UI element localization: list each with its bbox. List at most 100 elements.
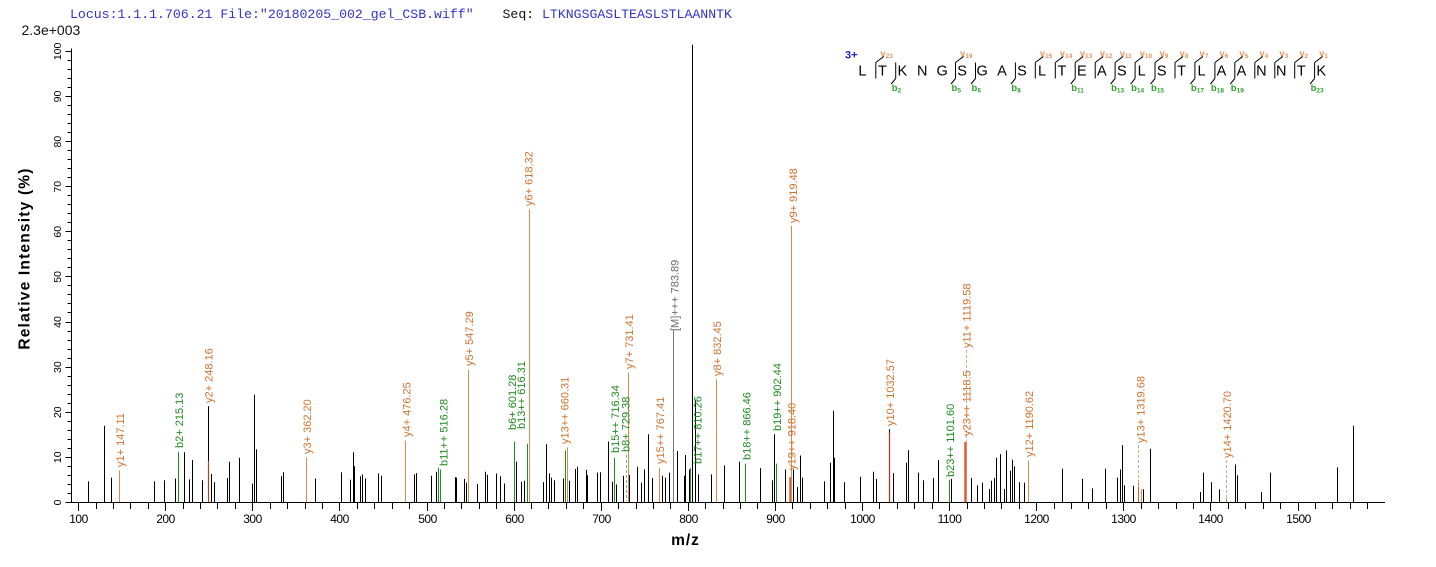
svg-text:N: N bbox=[917, 64, 927, 80]
svg-text:1000: 1000 bbox=[850, 512, 876, 526]
svg-text:1400: 1400 bbox=[1198, 512, 1224, 526]
svg-text:800: 800 bbox=[679, 512, 698, 526]
svg-text:A: A bbox=[997, 64, 1007, 80]
svg-text:N: N bbox=[1276, 64, 1286, 80]
svg-text:100: 100 bbox=[69, 512, 88, 526]
svg-text:y3: y3 bbox=[1279, 49, 1288, 61]
svg-text:y11: y11 bbox=[1120, 49, 1133, 61]
svg-text:y4+ 476.25: y4+ 476.25 bbox=[401, 382, 413, 437]
svg-text:S: S bbox=[1157, 64, 1167, 80]
svg-text:b8: b8 bbox=[1011, 83, 1021, 95]
svg-text:600: 600 bbox=[505, 512, 524, 526]
svg-text:b17++ 810.26: b17++ 810.26 bbox=[692, 396, 704, 464]
svg-text:A: A bbox=[1237, 64, 1247, 80]
svg-text:900: 900 bbox=[766, 512, 785, 526]
svg-text:L: L bbox=[858, 64, 866, 80]
svg-text:y13+ 1319.68: y13+ 1319.68 bbox=[1136, 376, 1148, 443]
svg-text:y14+ 1420.70: y14+ 1420.70 bbox=[1222, 391, 1234, 458]
svg-text:0: 0 bbox=[52, 499, 64, 505]
svg-text:b6+ 601.28: b6+ 601.28 bbox=[507, 375, 519, 430]
svg-text:y9: y9 bbox=[1160, 49, 1169, 61]
svg-text:b14: b14 bbox=[1131, 83, 1144, 95]
svg-text:Locus:1.1.1.706.21 File:"20180: Locus:1.1.1.706.21 File:"20180205_002_ge… bbox=[70, 7, 474, 22]
svg-text:1300: 1300 bbox=[1111, 512, 1137, 526]
svg-text:y7: y7 bbox=[1199, 49, 1208, 61]
svg-text:y11+ 1119.58: y11+ 1119.58 bbox=[961, 283, 973, 348]
svg-text:y4: y4 bbox=[1259, 49, 1268, 61]
svg-text:b23++ 1101.60: b23++ 1101.60 bbox=[945, 404, 957, 477]
svg-text:80: 80 bbox=[52, 136, 64, 148]
svg-text:b19++ 902.44: b19++ 902.44 bbox=[772, 363, 784, 431]
svg-text:200: 200 bbox=[156, 512, 175, 526]
svg-text:b2+ 215.13: b2+ 215.13 bbox=[174, 393, 186, 448]
svg-text:10: 10 bbox=[52, 451, 64, 463]
svg-text:y15: y15 bbox=[1040, 49, 1053, 61]
svg-text:b19: b19 bbox=[1231, 83, 1244, 95]
svg-text:y15++ 767.41: y15++ 767.41 bbox=[655, 397, 667, 464]
svg-text:y12: y12 bbox=[1100, 49, 1113, 61]
svg-text:L: L bbox=[1138, 64, 1146, 80]
svg-text:b18++ 866.46: b18++ 866.46 bbox=[742, 392, 754, 460]
svg-text:b5: b5 bbox=[952, 83, 962, 95]
svg-text:y5: y5 bbox=[1239, 49, 1248, 61]
svg-text:T: T bbox=[1057, 64, 1066, 80]
svg-text:y6: y6 bbox=[1219, 49, 1228, 61]
svg-text:y2+ 248.16: y2+ 248.16 bbox=[204, 348, 216, 403]
svg-text:y8: y8 bbox=[1180, 49, 1189, 61]
svg-text:S: S bbox=[1017, 64, 1027, 80]
svg-text:LTKNGSGASLTEASLSTLAANNTK: LTKNGSGASLTEASLSTLAANNTK bbox=[542, 7, 732, 22]
svg-text:y13++ 660.31: y13++ 660.31 bbox=[559, 377, 571, 444]
svg-text:y23++ 1118.5: y23++ 1118.5 bbox=[961, 370, 973, 436]
svg-text:20: 20 bbox=[52, 406, 64, 418]
svg-text:S: S bbox=[1117, 64, 1127, 80]
svg-text:90: 90 bbox=[52, 91, 64, 103]
svg-text:2.3e+003: 2.3e+003 bbox=[22, 22, 81, 38]
svg-text:S: S bbox=[957, 64, 967, 80]
svg-text:b15: b15 bbox=[1151, 83, 1164, 95]
svg-text:30: 30 bbox=[52, 361, 64, 373]
svg-text:y3+ 362.20: y3+ 362.20 bbox=[302, 399, 314, 454]
svg-text:60: 60 bbox=[52, 226, 64, 238]
svg-text:b17: b17 bbox=[1191, 83, 1204, 95]
svg-text:A: A bbox=[1097, 64, 1107, 80]
svg-text:T: T bbox=[1177, 64, 1186, 80]
svg-text:Seq:: Seq: bbox=[503, 7, 535, 22]
svg-text:[M]+++ 783.89: [M]+++ 783.89 bbox=[669, 260, 681, 331]
svg-text:100: 100 bbox=[52, 42, 64, 60]
svg-text:400: 400 bbox=[330, 512, 349, 526]
svg-text:300: 300 bbox=[243, 512, 262, 526]
svg-text:y19++ 918.40: y19++ 918.40 bbox=[786, 403, 798, 470]
svg-text:b2: b2 bbox=[892, 83, 902, 95]
svg-text:1500: 1500 bbox=[1286, 512, 1312, 526]
svg-text:K: K bbox=[1316, 64, 1326, 80]
svg-text:L: L bbox=[1038, 64, 1046, 80]
svg-text:b11++ 516.28: b11++ 516.28 bbox=[439, 399, 451, 466]
svg-text:y7+ 731.41: y7+ 731.41 bbox=[624, 314, 636, 369]
svg-text:A: A bbox=[1217, 64, 1227, 80]
svg-text:700: 700 bbox=[592, 512, 611, 526]
svg-text:b11: b11 bbox=[1071, 83, 1084, 95]
svg-text:K: K bbox=[897, 64, 907, 80]
svg-text:b15++ 716.34: b15++ 716.34 bbox=[610, 385, 622, 453]
svg-text:T: T bbox=[878, 64, 887, 80]
svg-text:y8+ 832.45: y8+ 832.45 bbox=[712, 321, 724, 376]
svg-text:T: T bbox=[1297, 64, 1306, 80]
svg-text:y6+ 618.32: y6+ 618.32 bbox=[524, 151, 536, 206]
svg-text:b18: b18 bbox=[1211, 83, 1224, 95]
svg-text:y14: y14 bbox=[1060, 49, 1073, 61]
svg-text:y1+ 147.11: y1+ 147.11 bbox=[115, 413, 127, 467]
svg-text:y10: y10 bbox=[1140, 49, 1153, 61]
svg-text:G: G bbox=[976, 64, 987, 80]
svg-text:y1: y1 bbox=[1319, 49, 1328, 61]
svg-text:40: 40 bbox=[52, 316, 64, 328]
svg-text:50: 50 bbox=[52, 271, 64, 283]
svg-text:Relative Intensity (%): Relative Intensity (%) bbox=[17, 167, 34, 349]
svg-text:b23: b23 bbox=[1311, 83, 1324, 95]
svg-text:m/z: m/z bbox=[671, 532, 700, 549]
svg-text:3+: 3+ bbox=[845, 50, 858, 62]
svg-text:b13++ 616.31: b13++ 616.31 bbox=[516, 361, 528, 429]
svg-text:500: 500 bbox=[418, 512, 437, 526]
svg-text:N: N bbox=[1256, 64, 1266, 80]
svg-text:1200: 1200 bbox=[1024, 512, 1050, 526]
svg-text:y10+ 1032.57: y10+ 1032.57 bbox=[885, 359, 897, 426]
